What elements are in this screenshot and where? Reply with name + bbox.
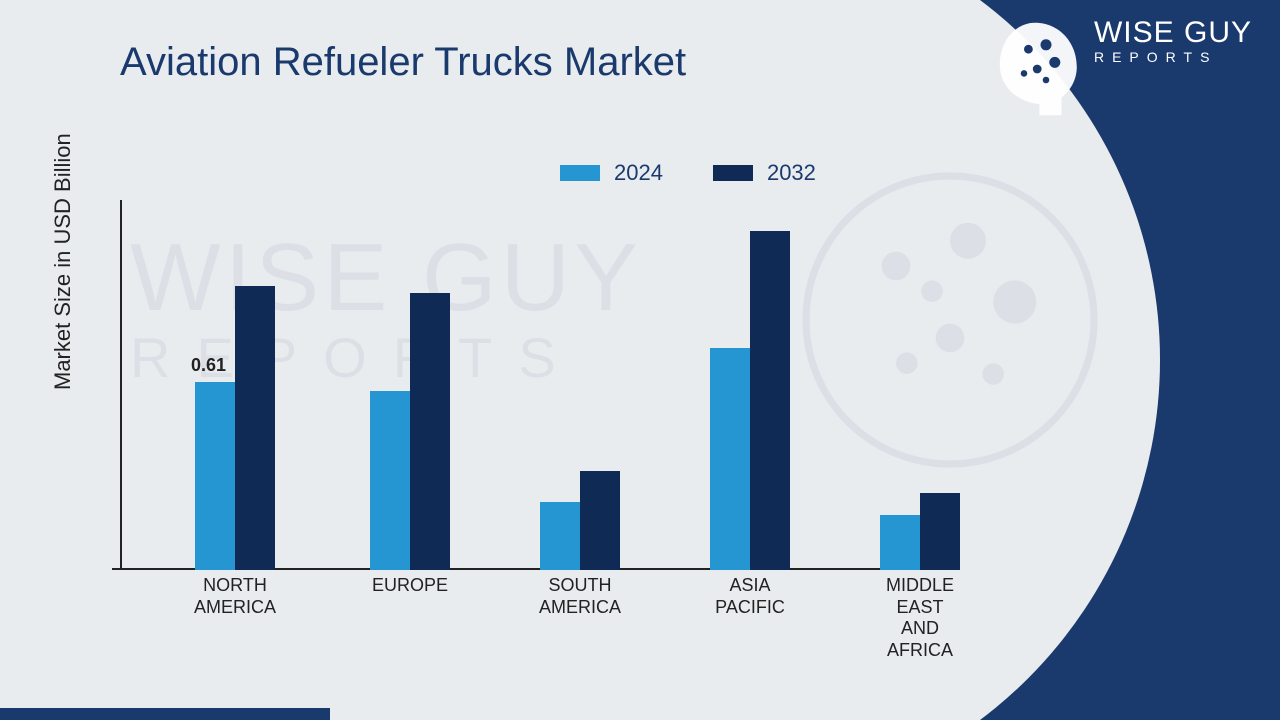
bar-group <box>370 293 450 571</box>
bar-value-label: 0.61 <box>191 355 226 376</box>
bar-group <box>195 286 275 570</box>
legend-item-2032: 2032 <box>713 160 816 186</box>
legend-swatch-2024 <box>560 165 600 181</box>
x-category-label: EUROPE <box>340 575 480 597</box>
bar-2032 <box>920 493 960 570</box>
legend: 2024 2032 <box>560 160 816 186</box>
bar-2024 <box>540 502 580 570</box>
y-tick <box>112 568 120 570</box>
bar-2024 <box>880 515 920 571</box>
legend-label-2024: 2024 <box>614 160 663 186</box>
legend-swatch-2032 <box>713 165 753 181</box>
bar-2024 <box>710 348 750 570</box>
chart-canvas: WISE GUY REPORTS WISE GUY REPORTS Aviati… <box>0 0 1280 720</box>
bottom-accent-bar <box>0 708 330 720</box>
chart-title: Aviation Refueler Trucks Market <box>120 40 686 85</box>
brand-logo: WISE GUY REPORTS <box>1094 18 1252 64</box>
y-axis-label: Market Size in USD Billion <box>50 133 76 390</box>
bar-2032 <box>235 286 275 570</box>
bar-group <box>540 471 620 570</box>
bar-2032 <box>750 231 790 570</box>
brand-line2: REPORTS <box>1094 50 1252 64</box>
legend-item-2024: 2024 <box>560 160 663 186</box>
plot-area: 0.61 <box>120 200 960 570</box>
brand-line1: WISE GUY <box>1094 18 1252 48</box>
bar-2032 <box>580 471 620 570</box>
x-category-label: NORTHAMERICA <box>165 575 305 618</box>
logo-head-icon <box>980 14 1090 124</box>
bar-group <box>710 231 790 570</box>
x-category-label: ASIAPACIFIC <box>680 575 820 618</box>
x-category-label: MIDDLEEASTANDAFRICA <box>850 575 990 661</box>
bar-2024 <box>370 391 410 570</box>
legend-label-2032: 2032 <box>767 160 816 186</box>
bar-2024 <box>195 382 235 570</box>
x-category-label: SOUTHAMERICA <box>510 575 650 618</box>
bar-2032 <box>410 293 450 571</box>
y-axis-line <box>120 200 122 570</box>
bar-group <box>880 493 960 570</box>
